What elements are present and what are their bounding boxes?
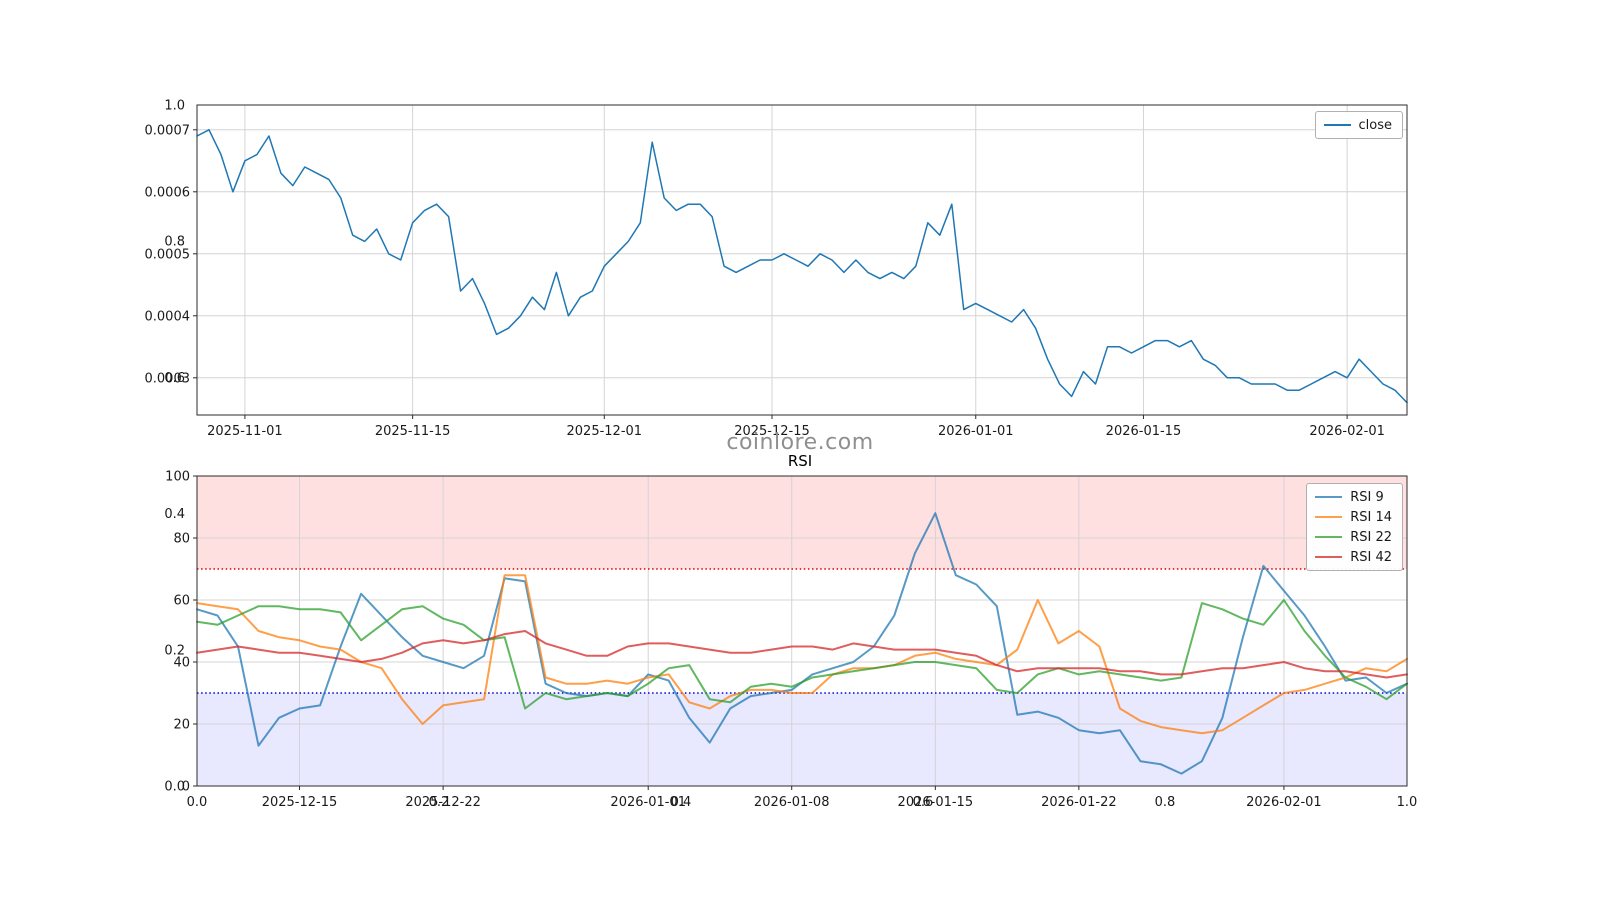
legend: RSI 9 RSI 14 RSI 22 RSI 42	[1306, 483, 1403, 571]
x-tick-label: 2025-11-15	[375, 424, 451, 439]
x-tick-label: 2025-12-15	[734, 424, 810, 439]
overlay-x-tick-label: 0.2	[429, 795, 450, 810]
series-rsi-22	[196, 599, 1408, 710]
threshold-band	[197, 476, 1407, 569]
series-rsi-42	[196, 630, 1408, 679]
axes-frame	[196, 475, 1408, 787]
legend-label: close	[1358, 117, 1392, 133]
y-tick-label: 0.0003	[145, 371, 191, 386]
legend-entry: close	[1323, 117, 1392, 133]
x-tick-label: 2026-01-08	[754, 795, 830, 810]
x-tick-label: 2025-12-15	[262, 795, 338, 810]
y-tick-label: 20	[173, 718, 190, 733]
legend-line-swatch	[1315, 556, 1343, 558]
x-tick-label: 2025-12-01	[567, 424, 643, 439]
y-tick-label: 0.0006	[145, 185, 191, 200]
threshold-band	[197, 693, 1407, 786]
legend-entry: RSI 22	[1315, 529, 1392, 545]
legend-line-swatch	[1315, 496, 1343, 498]
axes-frame	[196, 104, 1408, 416]
legend-entry: RSI 42	[1315, 549, 1392, 565]
legend-line-swatch	[1315, 536, 1343, 538]
legend-label: RSI 42	[1350, 549, 1392, 565]
overlay-x-tick-label: 0.4	[671, 795, 692, 810]
overlay-x-tick-label: 1.0	[1397, 795, 1418, 810]
series-rsi-14	[196, 574, 1408, 735]
overlay-x-tick-label: 0.8	[1155, 795, 1176, 810]
y-tick-label: 100	[165, 470, 190, 485]
x-tick-label: 2026-01-15	[1106, 424, 1182, 439]
overlay-y-tick-label: 0.0	[164, 780, 185, 795]
legend-entry: RSI 14	[1315, 509, 1392, 525]
legend-label: RSI 9	[1350, 489, 1384, 505]
x-tick-label: 2025-11-01	[207, 424, 283, 439]
rsi-chart-title: RSI	[787, 452, 813, 470]
x-tick-label: 2026-01-15	[898, 795, 974, 810]
y-tick-label: 0.0007	[145, 123, 191, 138]
overlay-x-tick-label: 0.0	[187, 795, 208, 810]
x-tick-label: 2026-01-01	[938, 424, 1014, 439]
overlay-y-tick-label: 0.6	[164, 371, 185, 386]
y-tick-label: 80	[173, 532, 190, 547]
overlay-y-tick-label: 1.0	[164, 99, 185, 114]
legend: close	[1314, 111, 1403, 139]
y-tick-label: 60	[173, 594, 190, 609]
y-tick-label: 0	[182, 780, 190, 795]
x-tick-label: 2025-12-22	[405, 795, 481, 810]
y-tick-label: 0.0004	[145, 309, 191, 324]
legend-entry: RSI 9	[1315, 489, 1392, 505]
overlay-y-tick-label: 0.2	[164, 643, 185, 658]
overlay-y-tick-label: 0.4	[164, 507, 185, 522]
y-tick-label: 0.0005	[145, 247, 191, 262]
overlay-x-tick-label: 0.6	[913, 795, 934, 810]
legend-line-swatch	[1323, 124, 1351, 126]
overlay-y-tick-label: 0.8	[164, 235, 185, 250]
legend-label: RSI 14	[1350, 509, 1392, 525]
x-tick-label: 2026-01-01	[610, 795, 686, 810]
legend-line-swatch	[1315, 516, 1343, 518]
series-close	[196, 129, 1408, 404]
x-tick-label: 2026-02-01	[1246, 795, 1322, 810]
legend-label: RSI 22	[1350, 529, 1392, 545]
x-tick-label: 2026-01-22	[1041, 795, 1117, 810]
y-tick-label: 40	[173, 656, 190, 671]
x-tick-label: 2026-02-01	[1309, 424, 1385, 439]
